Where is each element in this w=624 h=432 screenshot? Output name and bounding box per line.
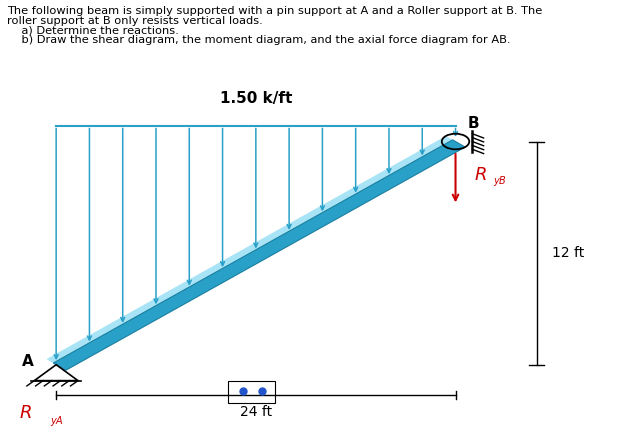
Text: $_{yA}$: $_{yA}$ (50, 414, 64, 429)
Polygon shape (47, 136, 452, 363)
Text: 1.50 k/ft: 1.50 k/ft (220, 91, 292, 106)
Text: roller support at B only resists vertical loads.: roller support at B only resists vertica… (7, 16, 263, 26)
Text: A: A (22, 354, 34, 368)
Text: 12 ft: 12 ft (552, 246, 585, 260)
Text: $_{yB}$: $_{yB}$ (493, 174, 507, 189)
Text: B: B (468, 116, 480, 131)
Text: a) Determine the reactions.: a) Determine the reactions. (7, 25, 179, 35)
Text: $R$: $R$ (19, 403, 32, 422)
Bar (228, 381, 275, 403)
Text: b) Draw the shear diagram, the moment diagram, and the axial force diagram for A: b) Draw the shear diagram, the moment di… (7, 35, 511, 45)
Text: 24 ft: 24 ft (240, 405, 272, 419)
Polygon shape (53, 140, 465, 370)
Text: The following beam is simply supported with a pin support at A and a Roller supp: The following beam is simply supported w… (7, 6, 543, 16)
Text: $R$: $R$ (474, 165, 487, 184)
